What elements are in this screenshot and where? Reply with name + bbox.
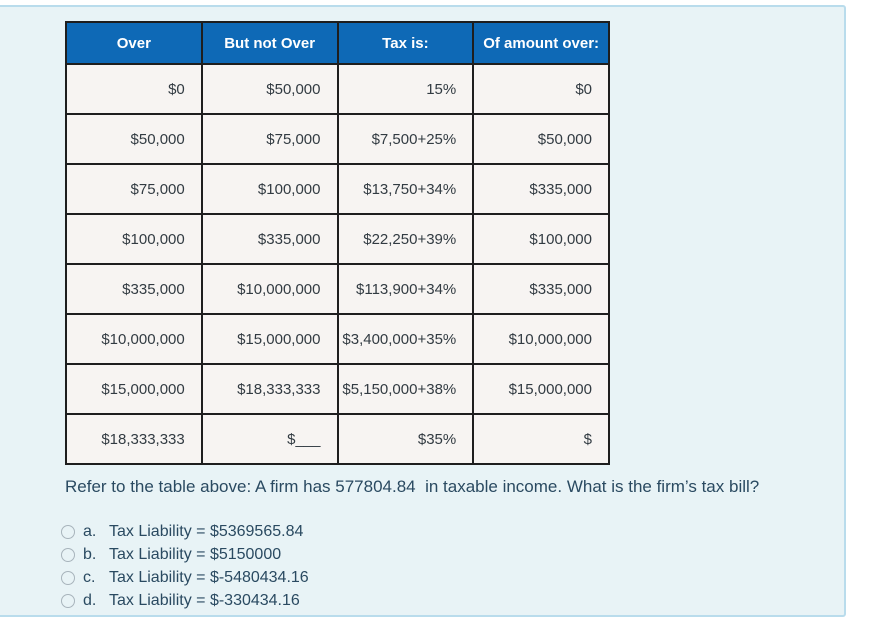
table-cell: $3,400,000+35% <box>336 313 475 365</box>
question-card: Over But not Over Tax is: Of amount over… <box>0 5 846 617</box>
answer-option-c[interactable]: c. Tax Liability = $-5480434.16 <box>61 566 309 589</box>
table-header-row: Over But not Over Tax is: Of amount over… <box>65 21 610 65</box>
option-letter: b. <box>83 545 97 563</box>
table-cell: $100,000 <box>472 213 610 265</box>
table-cell: $335,000 <box>200 213 339 265</box>
table-cell: $18,333,333 <box>200 363 339 415</box>
table-cell: $13,750+34% <box>336 163 475 215</box>
answer-options: a. Tax Liability = $5369565.84 b. Tax Liabi… <box>61 520 309 612</box>
table-cell: $100,000 <box>200 163 339 215</box>
table-cell: $335,000 <box>65 263 203 315</box>
option-letter: c. <box>83 568 96 586</box>
table-row: $50,000 $75,000 $7,500+25% $50,000 <box>65 113 610 165</box>
table-cell: $0 <box>472 63 610 115</box>
option-label: Tax Liability = $5369565.84 <box>109 522 304 540</box>
radio-button-icon[interactable] <box>61 570 75 585</box>
table-row: $15,000,000 $18,333,333 $5,150,000+38% $15,… <box>65 363 610 415</box>
table-cell: $10,000,000 <box>200 263 339 315</box>
table-cell: $22,250+39% <box>336 213 475 265</box>
table-row: $10,000,000 $15,000,000 $3,400,000+35% $10,… <box>65 313 610 365</box>
table-cell: $7,500+25% <box>336 113 475 165</box>
table-row: $0 $50,000 15% $0 <box>65 63 610 115</box>
table-cell: $75,000 <box>200 113 339 165</box>
table-cell: $113,900+34% <box>336 263 475 315</box>
table-cell: $10,000,000 <box>65 313 203 365</box>
radio-button-icon[interactable] <box>61 547 75 562</box>
header-of-amount-over: Of amount over: <box>472 21 610 65</box>
table-row: $335,000 $10,000,000 $113,900+34% $335,000 <box>65 263 610 315</box>
table-row: $75,000 $100,000 $13,750+34% $335,000 <box>65 163 610 215</box>
header-over: Over <box>65 21 203 65</box>
option-label: Tax Liability = $-5480434.16 <box>109 568 309 586</box>
table-cell: 15% <box>336 63 475 115</box>
table-cell: $50,000 <box>65 113 203 165</box>
table-cell: $50,000 <box>200 63 339 115</box>
table-cell: $___ <box>200 413 339 465</box>
table-cell: $50,000 <box>472 113 610 165</box>
table-cell: $18,333,333 <box>65 413 203 465</box>
tax-rate-table: Over But not Over Tax is: Of amount over… <box>65 21 610 465</box>
table-cell: $75,000 <box>65 163 203 215</box>
table-cell: $35% <box>336 413 475 465</box>
radio-button-icon[interactable] <box>61 593 75 608</box>
header-tax-is: Tax is: <box>336 21 475 65</box>
table-row: $18,333,333 $___ $35% $ <box>65 413 610 465</box>
answer-option-d[interactable]: d. Tax Liability = $-330434.16 <box>61 589 309 612</box>
table-cell: $335,000 <box>472 263 610 315</box>
radio-button-icon[interactable] <box>61 524 75 539</box>
table-cell: $15,000,000 <box>472 363 610 415</box>
option-letter: d. <box>83 591 97 609</box>
table-cell: $15,000,000 <box>200 313 339 365</box>
table-cell: $5,150,000+38% <box>336 363 475 415</box>
table-cell: $0 <box>65 63 203 115</box>
header-but-not-over: But not Over <box>200 21 339 65</box>
table-cell: $15,000,000 <box>65 363 203 415</box>
table-row: $100,000 $335,000 $22,250+39% $100,000 <box>65 213 610 265</box>
answer-option-b[interactable]: b. Tax Liability = $5150000 <box>61 543 309 566</box>
option-label: Tax Liability = $5150000 <box>109 545 282 563</box>
table-cell: $10,000,000 <box>472 313 610 365</box>
table-cell: $335,000 <box>472 163 610 215</box>
answer-option-a[interactable]: a. Tax Liability = $5369565.84 <box>61 520 309 543</box>
option-letter: a. <box>83 522 97 540</box>
table-cell: $ <box>472 413 610 465</box>
question-text: Refer to the table above: A firm has 577… <box>65 477 760 496</box>
table-cell: $100,000 <box>65 213 203 265</box>
option-label: Tax Liability = $-330434.16 <box>109 591 300 609</box>
